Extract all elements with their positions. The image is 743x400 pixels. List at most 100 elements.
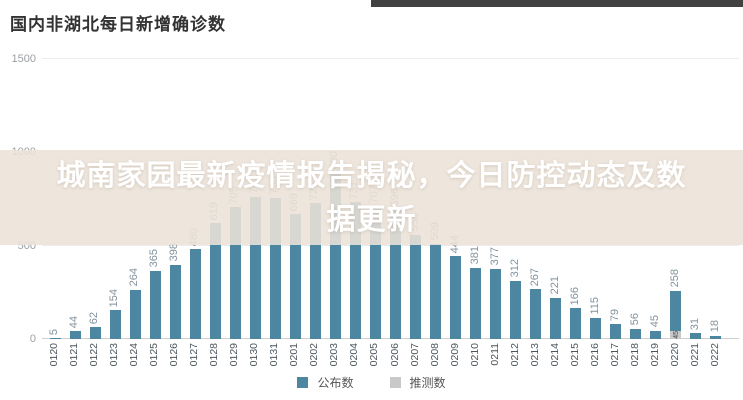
x-axis-label: 0218 [628, 343, 641, 367]
x-axis-label: 0125 [148, 343, 161, 367]
x-axis-label: 0130 [248, 343, 261, 367]
x-axis-label: 0219 [648, 343, 661, 367]
bar-value-label: 115 [588, 296, 601, 315]
bar [650, 330, 662, 339]
x-axis-label: 0129 [228, 343, 241, 367]
bar [410, 234, 422, 339]
bar [710, 335, 722, 339]
legend-published-label: 公布数 [317, 376, 354, 390]
bar [229, 207, 241, 339]
x-axis-label: 0205 [368, 343, 381, 367]
x-axis-label: 0208 [428, 343, 441, 367]
bar [369, 206, 381, 339]
bar [390, 208, 401, 339]
x-axis-label: 0122 [88, 343, 101, 367]
bar-value-label: 31 [688, 317, 701, 331]
bar [349, 202, 361, 339]
bar [129, 289, 141, 339]
estimated-bar-segment [670, 330, 682, 339]
x-axis-label: 0207 [408, 343, 421, 367]
bar [209, 223, 221, 339]
watermark-line1: 城南家园最新疫情报告揭秘，今日防控动态及数 [56, 159, 687, 192]
bar-value-label: 18 [708, 320, 721, 333]
bar-value-label: 62 [88, 312, 101, 325]
x-axis-label: 0209 [448, 343, 461, 367]
bar [189, 249, 201, 339]
bar-value-label: 56 [628, 313, 641, 326]
bar [49, 338, 61, 339]
bar [309, 203, 321, 339]
x-axis-label: 0216 [588, 343, 601, 367]
chart-title: 国内非湖北每日新增确诊数 [10, 15, 226, 34]
bar [430, 243, 442, 339]
bar [329, 172, 341, 339]
x-axis-label: 0215 [568, 343, 581, 367]
bar [249, 196, 261, 339]
x-axis-label: 0210 [468, 343, 481, 367]
x-axis-label: 0212 [508, 343, 521, 367]
bar [149, 270, 161, 339]
x-axis-label: 0217 [608, 343, 621, 367]
bar-value-label: 258 [668, 269, 681, 288]
x-axis-label: 0126 [168, 343, 181, 367]
legend-estimated-label: 推测数 [409, 376, 446, 390]
x-axis-label: 0201 [288, 343, 301, 367]
estimated-value-label: 45 [672, 331, 680, 339]
x-axis-label: 0221 [688, 343, 701, 367]
bar [610, 324, 622, 339]
bar [89, 327, 101, 339]
bar [630, 328, 642, 339]
bar [570, 307, 582, 339]
watermark-overlay: 城南家园最新疫情报告揭秘，今日防控动态及数 据更新 [0, 150, 743, 245]
gridline [42, 57, 739, 59]
bar-value-label: 365 [148, 249, 161, 268]
bar-value-label: 5 [48, 328, 60, 335]
bar-value-label: 166 [568, 286, 581, 305]
bar-value-label: 398 [168, 243, 181, 262]
bar-value-label: 377 [488, 247, 501, 266]
x-axis-label: 0131 [268, 343, 281, 367]
bar [169, 264, 181, 339]
bar [69, 330, 81, 339]
bar-value-label: 44 [68, 315, 81, 328]
x-axis-label: 0128 [208, 343, 221, 367]
y-axis-tick-label: 1500 [11, 52, 36, 65]
bar-value-label: 267 [528, 267, 541, 287]
bar [470, 267, 482, 339]
bar [289, 213, 301, 339]
bar [530, 289, 542, 339]
x-axis-label: 0220 [668, 343, 681, 367]
bar [490, 268, 502, 339]
x-axis-label: 0127 [188, 343, 201, 367]
x-axis-label: 0211 [488, 343, 501, 366]
bar-value-label: 79 [608, 308, 621, 322]
bar [590, 317, 602, 339]
bar-value-label: 154 [108, 288, 121, 308]
x-axis-label: 0202 [308, 343, 321, 367]
x-axis-label: 0213 [528, 343, 541, 367]
x-axis-label: 0222 [708, 343, 721, 367]
x-axis-label: 0206 [388, 343, 401, 367]
legend-estimated-swatch [389, 377, 401, 388]
top-strip [371, 0, 743, 7]
x-axis-label: 0214 [548, 343, 561, 367]
bar-value-label: 221 [548, 276, 561, 295]
y-axis-tick-label: 0 [29, 333, 36, 345]
bar [690, 333, 702, 339]
bar [109, 310, 121, 339]
bar-value-label: 381 [468, 246, 481, 265]
bar [450, 255, 462, 339]
watermark-line2: 据更新 [326, 203, 417, 236]
bar-value-label: 45 [648, 315, 661, 328]
bar-value-label: 312 [508, 259, 521, 278]
legend-published-swatch [297, 377, 309, 388]
x-axis-label: 0124 [128, 343, 141, 367]
bar [670, 290, 682, 339]
chart-legend: 公布数 推测数 [0, 374, 743, 391]
x-axis-label: 0203 [328, 343, 341, 367]
bar [510, 280, 522, 339]
x-axis-label: 0121 [68, 343, 81, 367]
x-axis-label: 0123 [108, 343, 121, 367]
